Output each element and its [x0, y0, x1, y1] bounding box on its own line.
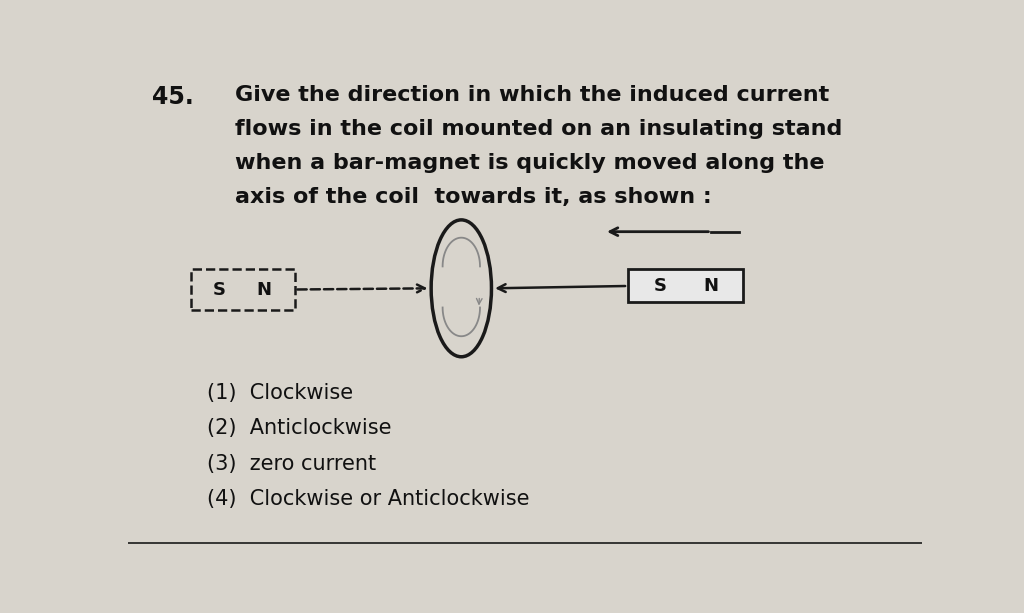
Text: (4)  Clockwise or Anticlockwise: (4) Clockwise or Anticlockwise: [207, 489, 529, 509]
Text: (2)  Anticlockwise: (2) Anticlockwise: [207, 418, 392, 438]
Text: flows in the coil mounted on an insulating stand: flows in the coil mounted on an insulati…: [236, 120, 843, 139]
Text: 45.: 45.: [152, 85, 194, 109]
FancyBboxPatch shape: [628, 270, 743, 302]
Text: when a bar-magnet is quickly moved along the: when a bar-magnet is quickly moved along…: [236, 153, 824, 173]
Text: N: N: [703, 277, 718, 295]
Text: (1)  Clockwise: (1) Clockwise: [207, 383, 353, 403]
Text: (3)  zero current: (3) zero current: [207, 454, 377, 473]
Text: Give the direction in which the induced current: Give the direction in which the induced …: [236, 85, 829, 105]
Text: axis of the coil  towards it, as shown :: axis of the coil towards it, as shown :: [236, 188, 712, 207]
Text: N: N: [256, 281, 271, 299]
Text: S: S: [213, 281, 226, 299]
Text: S: S: [653, 277, 667, 295]
